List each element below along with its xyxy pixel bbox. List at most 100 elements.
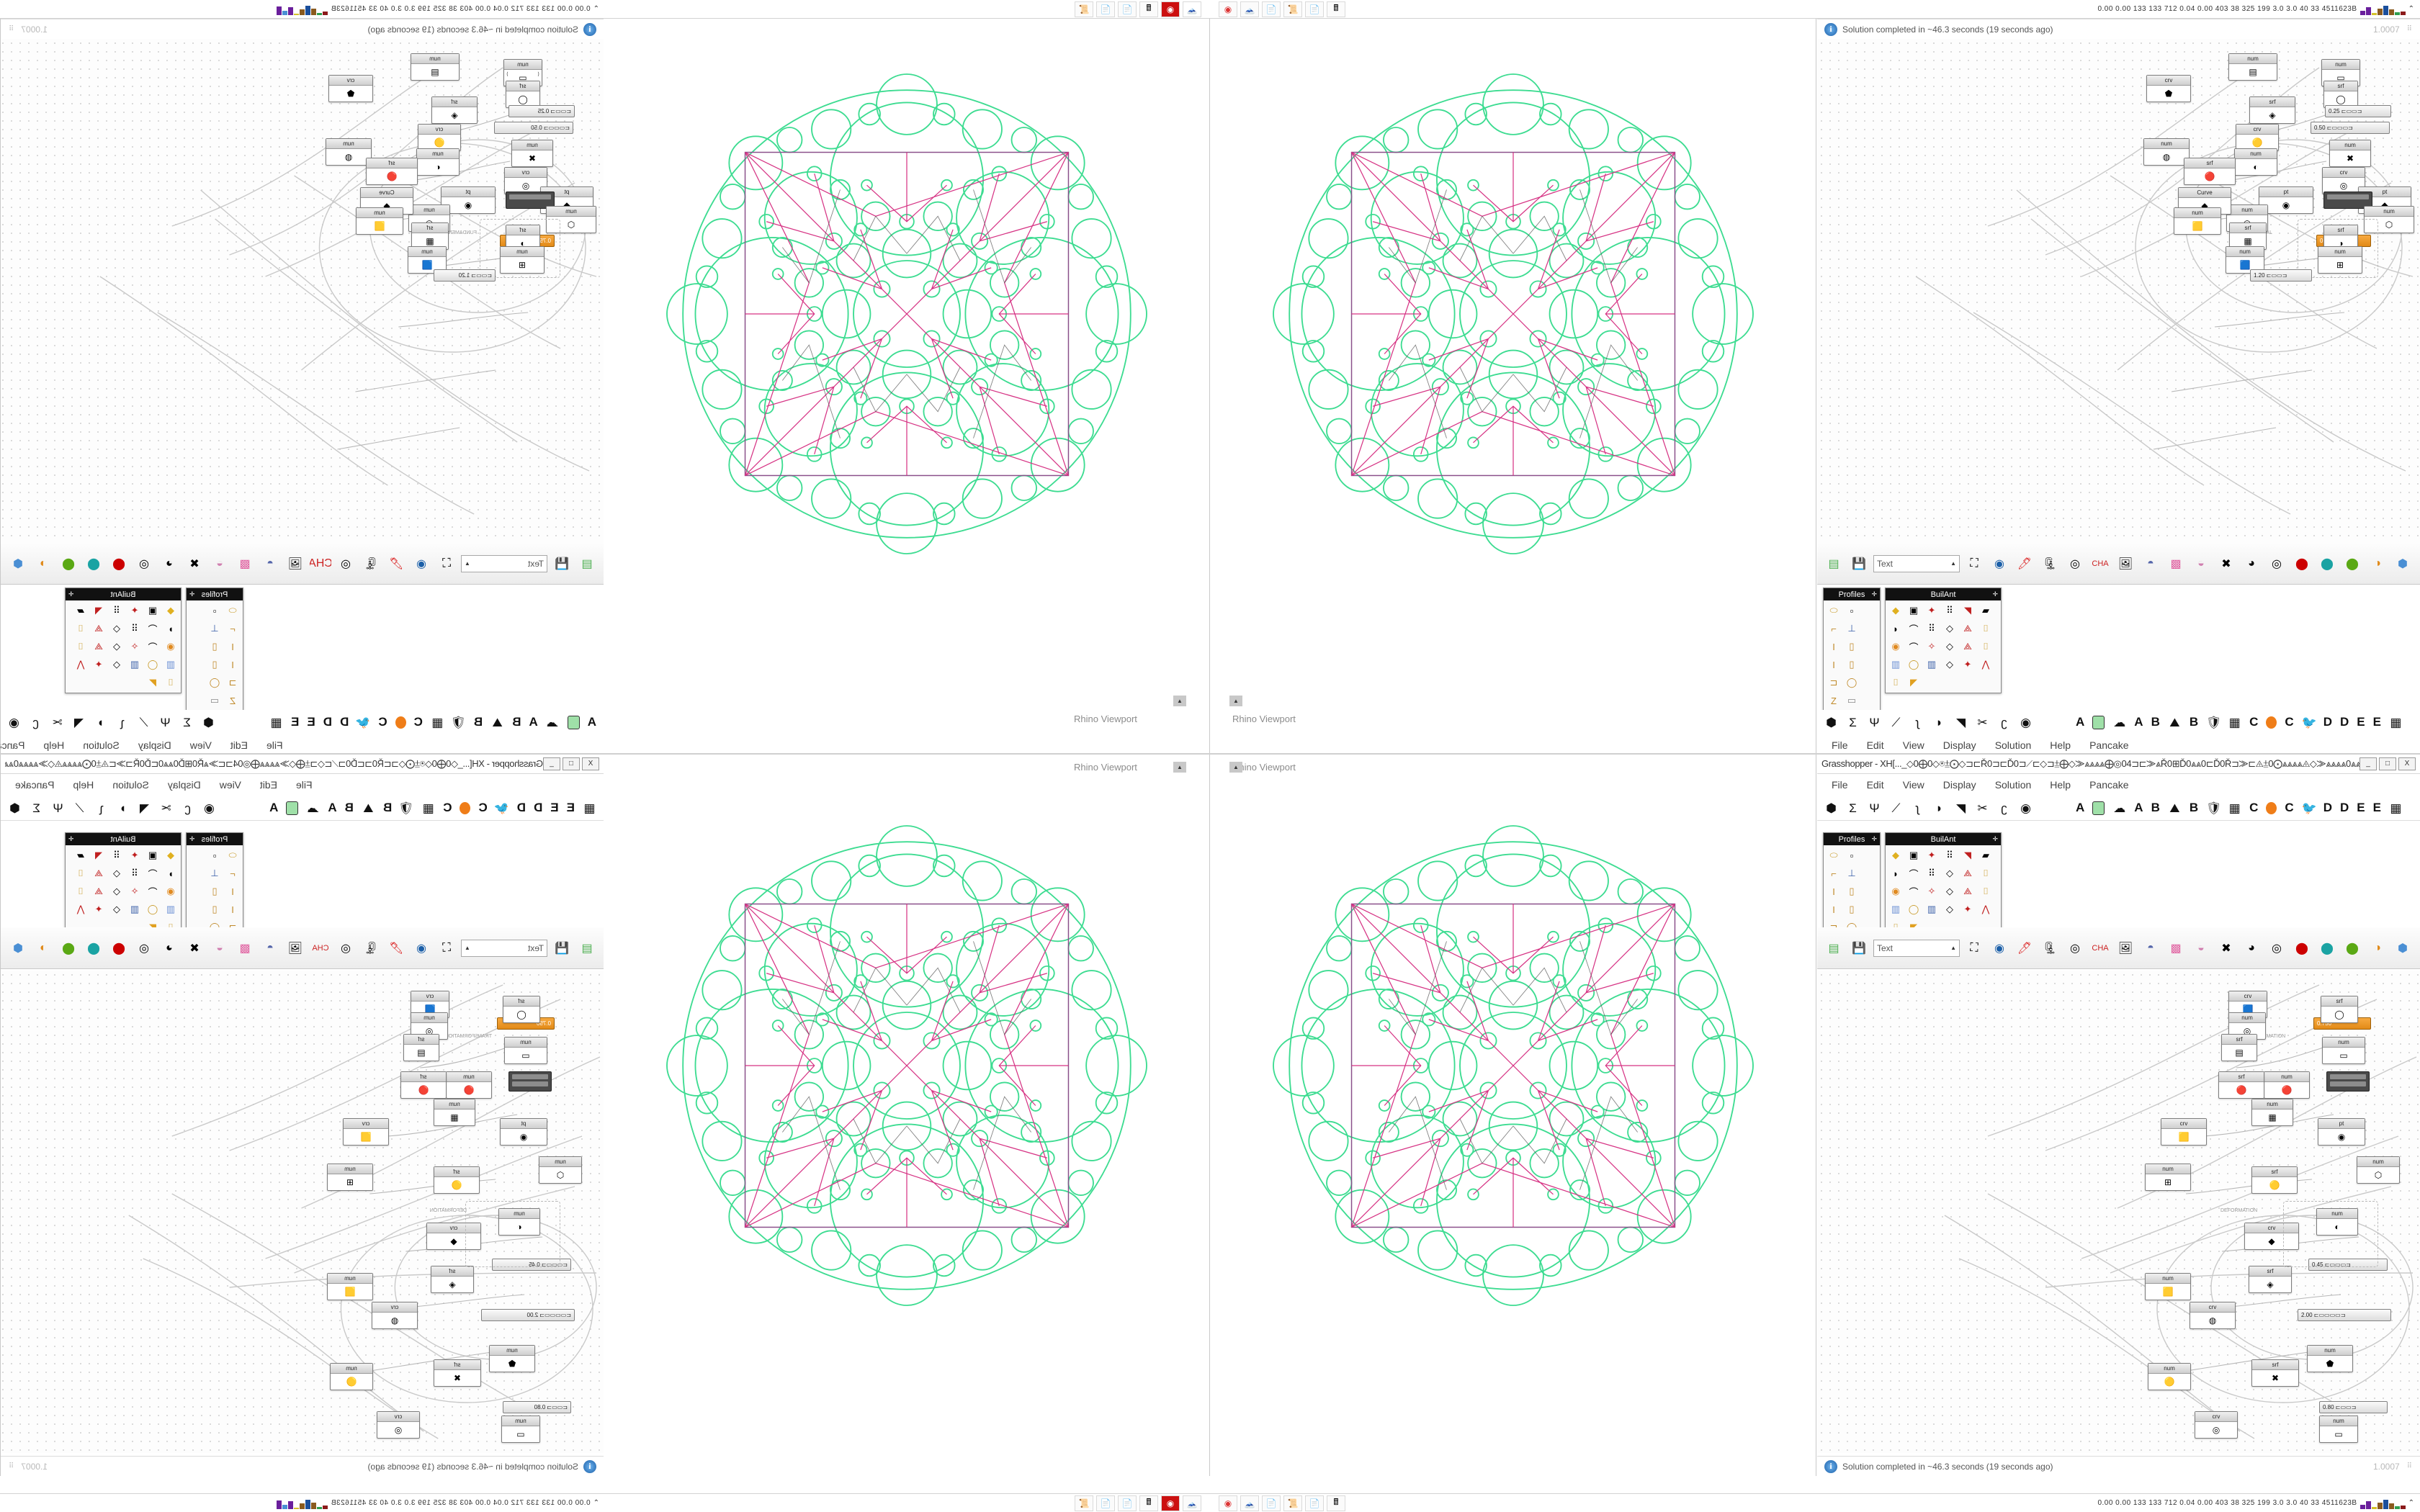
vector-icon[interactable]: ⟋	[75, 801, 84, 815]
maths-icon[interactable]: Σ	[32, 801, 40, 815]
calculator-icon[interactable]: 🖩	[1139, 1495, 1158, 1511]
gh-node[interactable]: num 🟨	[2145, 1273, 2191, 1300]
ring-icon[interactable]: ⬭	[1829, 605, 1838, 616]
vector-icon[interactable]: ⟋	[1891, 715, 1901, 729]
vector-icon[interactable]: ⟋	[1891, 801, 1901, 815]
sets-swatch[interactable]: ⛰	[492, 715, 503, 729]
gh-node[interactable]: crv ◎	[377, 1411, 420, 1439]
curve-icon[interactable]: ⌒	[148, 868, 158, 880]
transform-icon[interactable]: ʗ	[32, 715, 39, 729]
tab-label[interactable]: C	[2285, 801, 2294, 814]
sphere-mesh-icon[interactable]: ◉	[166, 641, 175, 652]
gh-node[interactable]: crv 🟨	[2161, 1118, 2207, 1146]
angle-icon[interactable]: ⌐	[1831, 868, 1837, 879]
minimize-icon[interactable]: _	[2360, 757, 2377, 770]
ring2-icon[interactable]: ◯	[147, 659, 158, 670]
ring-icon[interactable]: ⬭	[228, 850, 237, 860]
close-icon[interactable]: X	[2398, 757, 2416, 770]
vector-swatch[interactable]: 🛡	[2206, 715, 2222, 729]
node2-icon[interactable]: ⠿	[1928, 623, 1935, 634]
fillet-icon[interactable]: CHA	[2092, 559, 2109, 568]
truss-icon[interactable]: ⟁	[1963, 623, 1972, 634]
gh-node[interactable]: srf ✖	[434, 1359, 481, 1387]
xray-icon[interactable]: ⬤	[112, 557, 125, 570]
extrude-icon[interactable]: 🗜	[363, 942, 379, 955]
tee-icon[interactable]: ⊥	[210, 868, 219, 878]
close-icon[interactable]: X	[582, 757, 599, 770]
ring2-icon[interactable]: ◯	[147, 904, 158, 914]
gh-node[interactable]: num ⬡	[2364, 206, 2414, 233]
tee-icon[interactable]: ⊥	[210, 623, 219, 634]
os-taskbar-top-center-right[interactable]: ◉ 🗻 📄 📜 📄 🖩	[1210, 0, 1815, 19]
frame-icon[interactable]: ◥	[95, 605, 102, 616]
shade-icon[interactable]: ◕	[2248, 941, 2255, 954]
panel-top-left-grasshopper[interactable]: i Solution completed in ~46.3 seconds (1…	[0, 19, 604, 753]
gh-number-slider[interactable]: ⊏▭▭⊐ 0.25	[508, 105, 575, 117]
palette-grid[interactable]: ◆ ▣ ✦ ⠿ ◥ ▰ ◗ ⌒ ⠿ ◇ ⟁ ⌷ ◉ ⌒ ✧ ◇ ⟁ ⌷ ▥ ◯	[1886, 600, 2001, 693]
sphere-mesh-icon[interactable]: ◉	[1891, 641, 1900, 652]
orange-sphere-icon[interactable]: ◑	[40, 941, 47, 954]
palette-building-tl[interactable]: BuilAnt ✛ ◆ ▣ ✦ ⠿ ◥ ▰ ◗ ⌒ ⠿ ◇ ⟁ ⌷ ◉ ⌒ ✧ …	[65, 588, 182, 693]
rect-tube-2-icon[interactable]: ▯	[1849, 904, 1855, 914]
os-taskbar-top-right[interactable]: 0.00 0.00 133 133 712 0.04 0.00 403 38 3…	[1815, 0, 2420, 19]
system-tray-right[interactable]: 0.00 0.00 133 133 712 0.04 0.00 403 38 3…	[2097, 4, 2414, 15]
slab-icon[interactable]: ◤	[1910, 677, 1917, 688]
gh-node[interactable]: num 🟨	[356, 207, 403, 235]
maximize-icon[interactable]: □	[563, 757, 580, 770]
display-icon[interactable]: ◉	[204, 801, 215, 815]
ibeam-2-icon[interactable]: I	[231, 904, 234, 915]
gh-node[interactable]: num ▭	[501, 1416, 540, 1443]
boolean-difference-icon[interactable]: ▩	[2170, 942, 2182, 955]
display-swatch[interactable]: ▦	[270, 715, 282, 729]
tab-label[interactable]: C	[443, 801, 452, 814]
rect-tube-2-icon[interactable]: ▯	[1849, 659, 1855, 670]
quad2-icon[interactable]: ◇	[113, 659, 120, 670]
point-icon[interactable]: ✦	[1927, 850, 1936, 860]
browser-icon[interactable]: 🗻	[1240, 1495, 1259, 1511]
rainbow-surface-icon[interactable]: ▰	[77, 605, 84, 616]
gh-node[interactable]: num 🟨	[327, 1273, 373, 1300]
beam-icon[interactable]: ◆	[167, 605, 174, 616]
ring-icon[interactable]: ⬭	[228, 605, 237, 616]
menu-pancake[interactable]: Pancake	[2089, 739, 2129, 751]
sets-icon[interactable]: Ψ	[1869, 715, 1880, 729]
gh-node[interactable]: crv ⬟	[2146, 75, 2191, 102]
window-controls-bl[interactable]: X □ _	[543, 757, 599, 770]
layer-combo[interactable]: Text ▲	[461, 939, 547, 957]
xray-icon[interactable]: ⬤	[112, 942, 125, 955]
mesh-icon[interactable]: ✖	[2221, 942, 2231, 955]
panel-bottom-center-right-viewport[interactable]: Rhino Viewport ▲	[1211, 755, 1816, 1476]
sets-icon[interactable]: Ψ	[1869, 801, 1880, 815]
panel-bottom-center-left-viewport[interactable]: Rhino Viewport ▲	[604, 755, 1210, 1476]
rhino-viewport-1[interactable]: Rhino Viewport ▲	[604, 19, 1209, 733]
panel-bottom-right-grasshopper[interactable]: Grasshopper - XH[..._◇0⨁0◇⍟⩲⨀◇⊐⊏Ř0⊐⊏Ď0⊐⟋…	[1817, 755, 2420, 1476]
plate-icon[interactable]: ◇	[113, 623, 120, 634]
gh-titlebar-bl[interactable]: X □ _ Grasshopper - XH[..._◇0⨁0◇⍟⩲⨀◇⊐⊏Ř0…	[1, 755, 604, 774]
gh-node[interactable]: srf ◯	[503, 996, 540, 1023]
palette-title[interactable]: BuilAnt ✛	[1886, 588, 2001, 600]
photo-icon[interactable]: 🗻	[1183, 1495, 1201, 1511]
quad2-icon[interactable]: ◇	[113, 904, 120, 914]
shade-icon[interactable]: ◕	[166, 557, 173, 570]
shell-icon[interactable]: ◗	[168, 868, 174, 879]
gh-node[interactable]: num ⬡	[2357, 1156, 2400, 1184]
material-icon[interactable]: 🖼	[287, 557, 303, 570]
display-icon[interactable]: ◉	[9, 715, 19, 729]
gh-number-slider[interactable]: 1.20 ⊏▭▭⊐	[2250, 269, 2312, 282]
gh-number-slider[interactable]: 0.25 ⊏▭▭⊐	[2325, 105, 2391, 117]
menu-solution[interactable]: Solution	[83, 739, 120, 751]
shade-icon[interactable]: ◕	[2248, 557, 2255, 570]
tab-label[interactable]: C	[378, 715, 387, 729]
gh-node[interactable]: srf ◯	[2323, 81, 2358, 108]
vertex-icon[interactable]: ✧	[130, 641, 139, 652]
node2-icon[interactable]: ⠿	[1928, 868, 1935, 878]
node-icon[interactable]: ⠿	[113, 850, 120, 860]
frame-icon[interactable]: ◥	[1964, 850, 1971, 860]
curve-swatch[interactable]: ▦	[2228, 715, 2241, 729]
gh-node[interactable]: srf ▤	[2221, 1034, 2257, 1061]
gh-number-slider[interactable]: 0.45 ⊏▭▭▭⊐	[2308, 1259, 2388, 1271]
palette-grid[interactable]: ◆ ▣ ✦ ⠿ ◥ ▰ ◗ ⌒ ⠿ ◇ ⟁ ⌷ ◉ ⌒ ✧ ◇ ⟁ ⌷ ▥ ◯	[66, 600, 181, 693]
spline-icon[interactable]: ⌒	[1909, 642, 1919, 653]
brace-icon[interactable]: ⋀	[1981, 659, 1990, 670]
palette-profiles-tl[interactable]: Profiles ✛ ⬭ ▫ ⌐ ⊥ I ▯ I ▯ ⊐ ◯ Z ▭	[186, 588, 243, 711]
